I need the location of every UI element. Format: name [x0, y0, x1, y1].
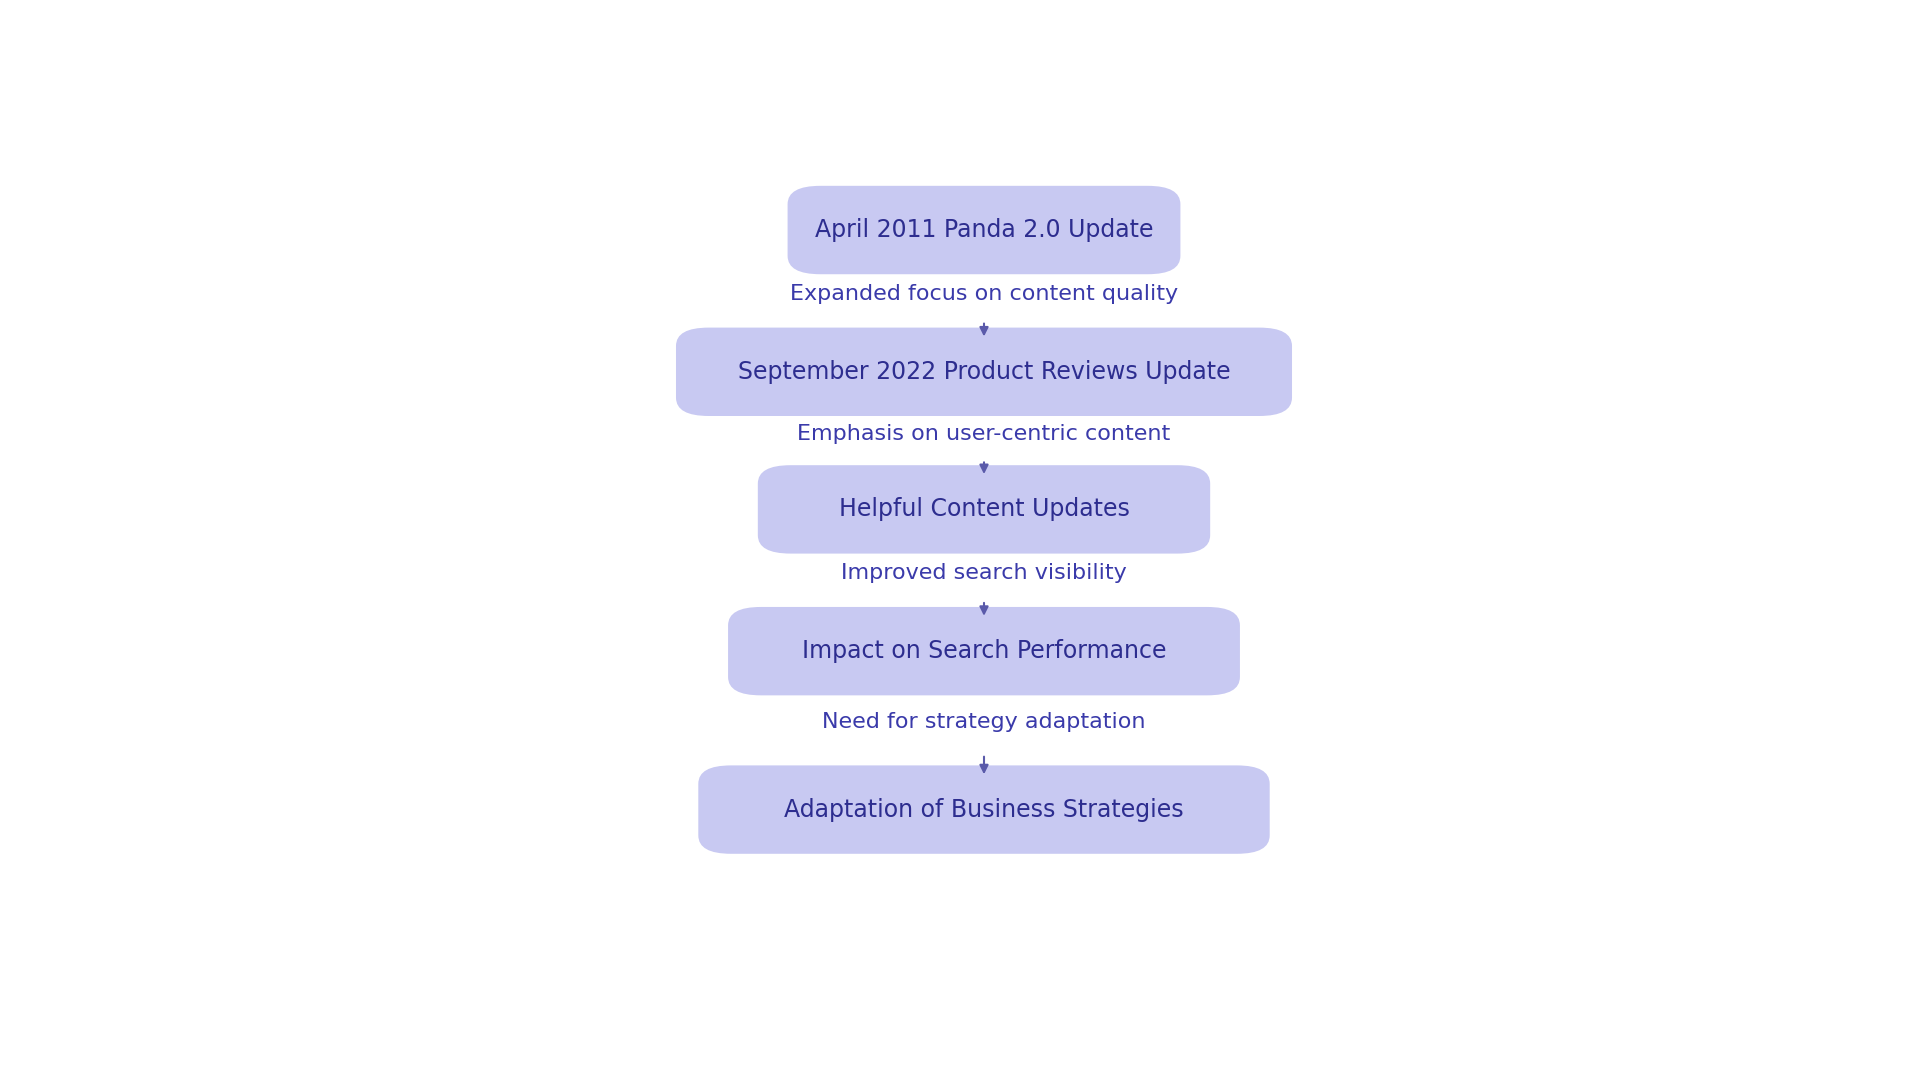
FancyBboxPatch shape — [676, 327, 1292, 416]
Text: Impact on Search Performance: Impact on Search Performance — [803, 639, 1165, 663]
Text: Improved search visibility: Improved search visibility — [841, 563, 1127, 583]
Text: Emphasis on user-centric content: Emphasis on user-centric content — [797, 423, 1171, 444]
Text: Helpful Content Updates: Helpful Content Updates — [839, 497, 1129, 521]
FancyBboxPatch shape — [699, 766, 1269, 853]
FancyBboxPatch shape — [787, 186, 1181, 274]
Text: Expanded focus on content quality: Expanded focus on content quality — [789, 284, 1179, 303]
FancyBboxPatch shape — [728, 606, 1240, 695]
FancyBboxPatch shape — [758, 466, 1210, 553]
Text: Need for strategy adaptation: Need for strategy adaptation — [822, 712, 1146, 732]
Text: Adaptation of Business Strategies: Adaptation of Business Strategies — [783, 797, 1185, 822]
Text: April 2011 Panda 2.0 Update: April 2011 Panda 2.0 Update — [814, 218, 1154, 242]
Text: September 2022 Product Reviews Update: September 2022 Product Reviews Update — [737, 360, 1231, 383]
